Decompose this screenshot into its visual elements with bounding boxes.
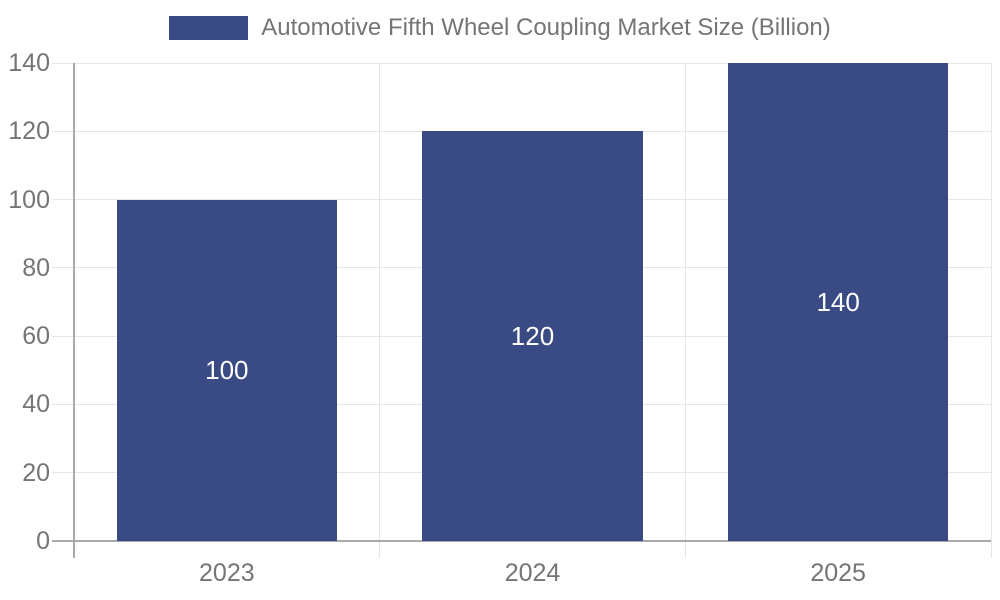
y-axis-tick [52, 403, 74, 405]
y-tick-label: 40 [22, 390, 50, 419]
bar-value-label: 140 [816, 287, 860, 317]
gridline-vertical [684, 63, 686, 541]
x-tick-label: 2025 [810, 559, 866, 587]
y-tick-label: 100 [8, 185, 50, 214]
y-axis-tick [52, 130, 74, 132]
y-tick-label: 60 [22, 322, 50, 351]
y-tick-label: 120 [8, 117, 50, 146]
y-axis-tick [52, 267, 74, 269]
legend-swatch [169, 16, 249, 40]
x-tick-label: 2023 [199, 559, 255, 587]
gridline-vertical [990, 63, 992, 541]
x-tick-label: 2024 [504, 559, 561, 587]
gridline-horizontal [74, 62, 991, 64]
y-tick-label: 80 [22, 253, 50, 282]
bar[interactable] [116, 199, 337, 541]
chart-title: Automotive Fifth Wheel Coupling Market S… [261, 14, 831, 41]
x-axis-tick [379, 541, 381, 558]
bar[interactable] [422, 131, 643, 541]
bar-value-label: 120 [510, 321, 555, 352]
gridline-vertical [379, 63, 381, 541]
y-tick-label: 0 [36, 527, 50, 555]
x-axis-tick [990, 541, 992, 558]
legend[interactable]: Automotive Fifth Wheel Coupling Market S… [0, 14, 1000, 42]
y-axis-tick [52, 199, 74, 201]
y-axis-tick [52, 62, 74, 64]
bar[interactable] [728, 63, 949, 541]
y-axis-line [73, 63, 75, 558]
y-axis-tick [52, 472, 74, 474]
y-tick-label: 140 [8, 49, 50, 77]
x-axis-tick [684, 541, 686, 558]
bar-value-label: 100 [205, 355, 249, 386]
y-axis-tick [52, 335, 74, 337]
y-tick-label: 20 [22, 458, 50, 487]
